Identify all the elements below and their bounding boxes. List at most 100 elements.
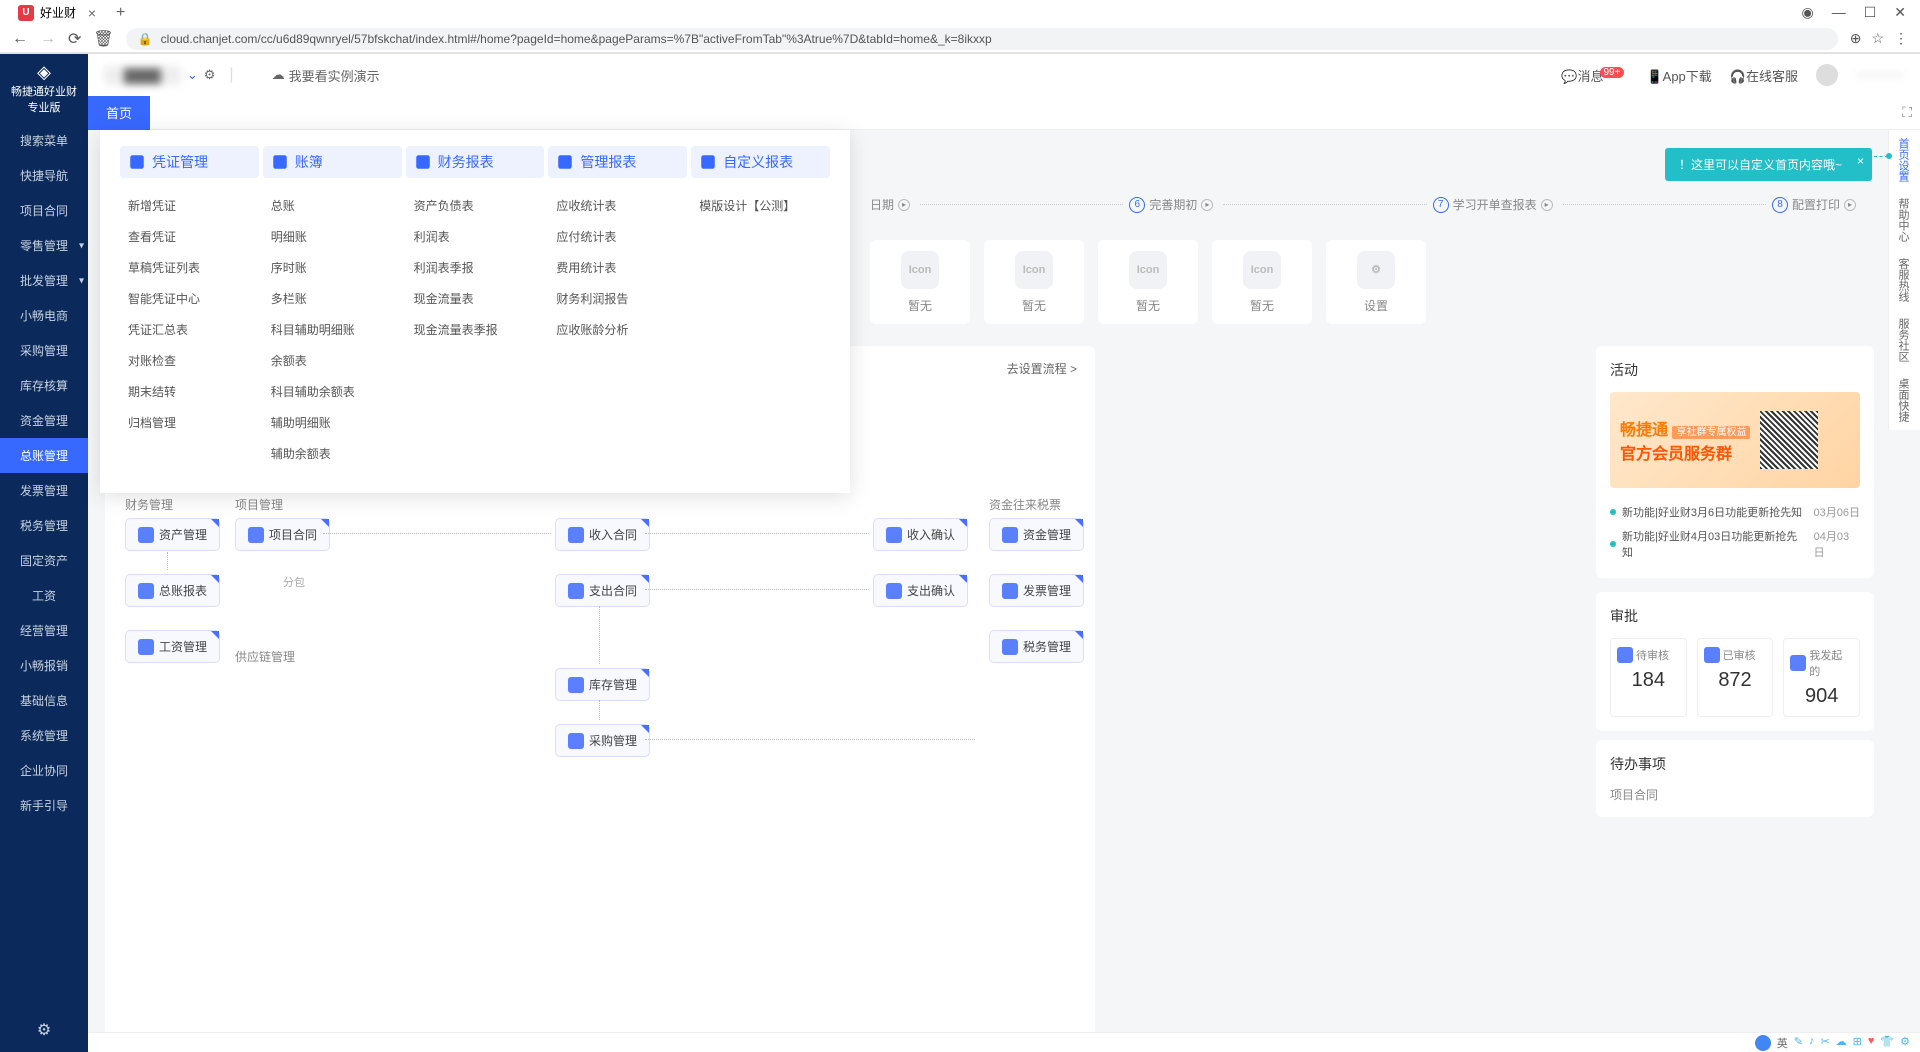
quick-card[interactable]: ⚙设置	[1326, 240, 1426, 324]
menu-item[interactable]: 费用统计表	[548, 252, 687, 283]
tray-icon[interactable]: 👕	[1880, 1035, 1894, 1051]
sidebar-item[interactable]: 系统管理	[0, 718, 88, 753]
rail-item[interactable]: 帮助中心	[1889, 190, 1917, 250]
menu-item[interactable]: 科目辅助明细账	[263, 314, 402, 345]
quick-card[interactable]: Icon暂无	[1212, 240, 1312, 324]
menu-item[interactable]: 利润表	[406, 221, 545, 252]
sidebar-item[interactable]: 搜索菜单	[0, 123, 88, 158]
settings-gear-icon[interactable]: ⚙	[0, 1008, 88, 1052]
menu-item[interactable]: 智能凭证中心	[120, 283, 259, 314]
menu-item[interactable]: 现金流量表	[406, 283, 545, 314]
news-item[interactable]: 新功能|好业财4月03日功能更新抢先知04月03日	[1610, 524, 1860, 564]
rail-item[interactable]: 服务社区	[1889, 310, 1917, 370]
menu-item[interactable]: 辅助余额表	[263, 438, 402, 469]
translate-icon[interactable]: ⊕	[1850, 30, 1862, 47]
tray-icon[interactable]: ♪	[1809, 1035, 1815, 1051]
flow-node-contract[interactable]: 项目合同	[235, 518, 330, 551]
menu-heading[interactable]: 凭证管理	[120, 146, 259, 178]
menu-item[interactable]: 科目辅助余额表	[263, 376, 402, 407]
sidebar-item[interactable]: 快捷导航	[0, 158, 88, 193]
sidebar-item[interactable]: 零售管理▾	[0, 228, 88, 263]
menu-item[interactable]: 查看凭证	[120, 221, 259, 252]
sidebar-item[interactable]: 基础信息	[0, 683, 88, 718]
reload-icon[interactable]: ⟳	[68, 29, 81, 49]
menu-item[interactable]: 期末结转	[120, 376, 259, 407]
tray-ime[interactable]: 英	[1777, 1035, 1788, 1051]
download-button[interactable]: 📱App下载	[1646, 66, 1711, 85]
play-icon[interactable]: ▸	[1541, 199, 1553, 211]
approval-box[interactable]: 待审核184	[1610, 638, 1687, 717]
minimize-icon[interactable]: —	[1832, 4, 1846, 21]
promo-banner[interactable]: 畅捷通 享社群专属权益 官方会员服务群	[1610, 392, 1860, 488]
sidebar-item[interactable]: 工资	[0, 578, 88, 613]
forward-icon[interactable]: →	[40, 30, 56, 48]
avatar[interactable]	[1816, 64, 1838, 86]
approval-box[interactable]: 我发起的904	[1783, 638, 1860, 717]
sidebar-item[interactable]: 资金管理	[0, 403, 88, 438]
play-icon[interactable]: ▸	[1844, 199, 1856, 211]
close-icon[interactable]: ×	[88, 5, 96, 21]
service-button[interactable]: 🎧在线客服	[1730, 66, 1798, 85]
sidebar-item[interactable]: 总账管理	[0, 438, 88, 473]
menu-item[interactable]: 凭证汇总表	[120, 314, 259, 345]
menu-item[interactable]: 应收账龄分析	[548, 314, 687, 345]
back-icon[interactable]: ←	[12, 30, 28, 48]
play-icon[interactable]: ▸	[898, 199, 910, 211]
expand-icon[interactable]: ⛶	[1894, 96, 1920, 129]
menu-heading[interactable]: 账簿	[263, 146, 402, 178]
sidebar-item[interactable]: 批发管理▾	[0, 263, 88, 298]
menu-item[interactable]: 应收统计表	[548, 190, 687, 221]
flow-node-expense-contract[interactable]: 支出合同	[555, 574, 650, 607]
tray-icon[interactable]	[1755, 1035, 1771, 1051]
menu-item[interactable]: 草稿凭证列表	[120, 252, 259, 283]
star-icon[interactable]: ☆	[1871, 30, 1884, 47]
menu-icon[interactable]: ⋮	[1894, 30, 1908, 47]
menu-item[interactable]: 财务利润报告	[548, 283, 687, 314]
quick-card[interactable]: Icon暂无	[870, 240, 970, 324]
sidebar-item[interactable]: 发票管理	[0, 473, 88, 508]
sidebar-item[interactable]: 经营管理	[0, 613, 88, 648]
trash-icon[interactable]: 🗑	[93, 29, 113, 49]
sidebar-item[interactable]: 项目合同	[0, 193, 88, 228]
sidebar-item[interactable]: 税务管理	[0, 508, 88, 543]
flow-node-income-contract[interactable]: 收入合同	[555, 518, 650, 551]
flow-node-asset[interactable]: 资产管理	[125, 518, 220, 551]
menu-item[interactable]: 利润表季报	[406, 252, 545, 283]
news-item[interactable]: 新功能|好业财3月6日功能更新抢先知03月06日	[1610, 500, 1860, 524]
menu-item[interactable]: 新增凭证	[120, 190, 259, 221]
record-icon[interactable]: ◉	[1801, 4, 1813, 21]
menu-item[interactable]: 资产负债表	[406, 190, 545, 221]
menu-item[interactable]: 现金流量表季报	[406, 314, 545, 345]
sidebar-item[interactable]: 小畅报销	[0, 648, 88, 683]
sidebar-item[interactable]: 小畅电商	[0, 298, 88, 333]
play-icon[interactable]: ▸	[1201, 199, 1213, 211]
flow-node-tax[interactable]: 税务管理	[989, 630, 1084, 663]
gear-icon[interactable]: ⚙	[204, 67, 216, 83]
menu-item[interactable]: 余额表	[263, 345, 402, 376]
tray-icon[interactable]: ⊞	[1853, 1035, 1862, 1051]
flow-node-ledger[interactable]: 总账报表	[125, 574, 220, 607]
tooltip-close-icon[interactable]: ×	[1857, 154, 1864, 168]
flow-node-invoice[interactable]: 发票管理	[989, 574, 1084, 607]
flow-node-income-confirm[interactable]: 收入确认	[873, 518, 968, 551]
sidebar-item[interactable]: 新手引导	[0, 788, 88, 823]
menu-item[interactable]: 对账检查	[120, 345, 259, 376]
sidebar-item[interactable]: 采购管理	[0, 333, 88, 368]
flow-node-inventory[interactable]: 库存管理	[555, 668, 650, 701]
flow-node-expense-confirm[interactable]: 支出确认	[873, 574, 968, 607]
message-button[interactable]: 💬消息99+	[1561, 66, 1628, 85]
rail-item[interactable]: 桌面快捷	[1889, 370, 1917, 430]
tray-icon[interactable]: ☁	[1836, 1035, 1847, 1051]
sidebar-item[interactable]: 库存核算	[0, 368, 88, 403]
url-bar[interactable]: 🔒 cloud.chanjet.com/cc/u6d89qwnryel/57bf…	[126, 28, 1838, 50]
maximize-icon[interactable]: ☐	[1864, 4, 1877, 21]
close-window-icon[interactable]: ✕	[1894, 4, 1906, 21]
demo-link[interactable]: ☁ 我要看实例演示	[272, 66, 380, 85]
menu-item[interactable]: 应付统计表	[548, 221, 687, 252]
tray-icon[interactable]: ♥	[1868, 1035, 1875, 1051]
quick-card[interactable]: Icon暂无	[1098, 240, 1198, 324]
new-tab-button[interactable]: +	[110, 2, 131, 24]
flow-node-salary[interactable]: 工资管理	[125, 630, 220, 663]
sidebar-item[interactable]: 企业协同	[0, 753, 88, 788]
flow-node-purchase[interactable]: 采购管理	[555, 724, 650, 757]
